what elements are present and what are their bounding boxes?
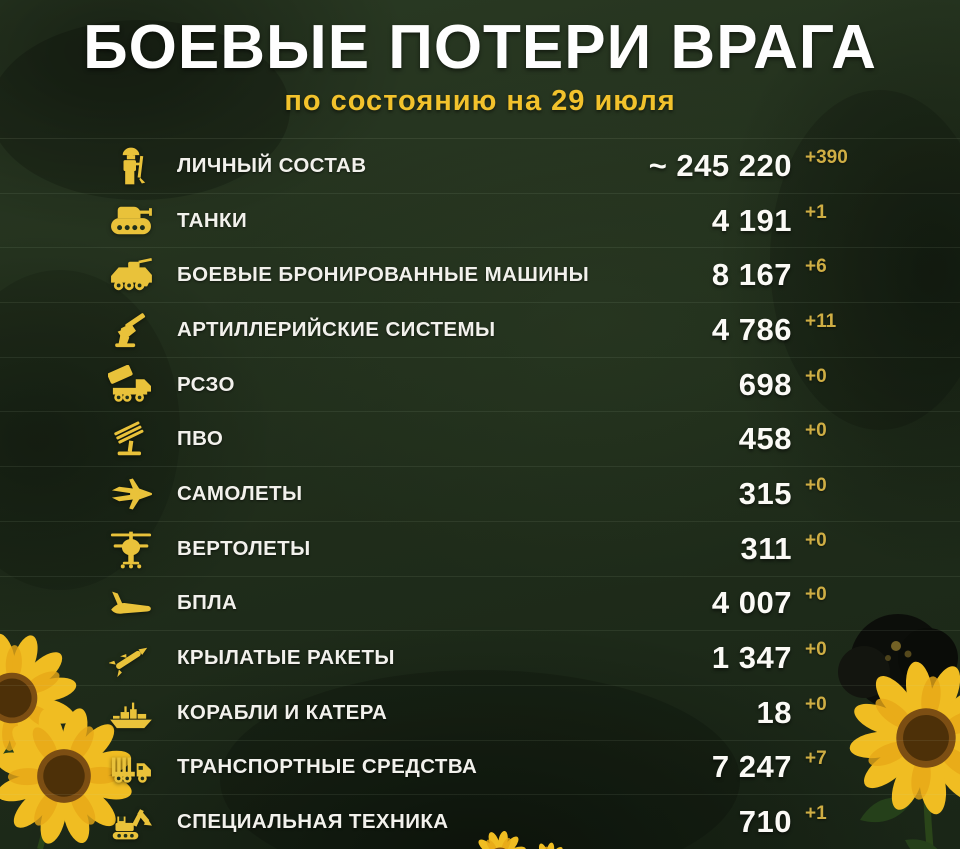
table-row: СПЕЦИАЛЬНАЯ ТЕХНИКА 710 +1 — [0, 795, 960, 849]
helicopter-icon — [106, 527, 156, 571]
loss-daily-increase: +0 — [805, 584, 827, 606]
loss-category-label: АРТИЛЛЕРИЙСКИЕ СИСТЕМЫ — [177, 317, 496, 341]
loss-daily-increase: +1 — [805, 803, 827, 825]
excavator-icon — [106, 800, 156, 844]
loss-category-label: ПВО — [177, 427, 224, 451]
loss-category-label: СПЕЦИАЛЬНАЯ ТЕХНИКА — [177, 810, 449, 834]
loss-total-value: 315 — [738, 475, 792, 511]
table-row: ТАНКИ 4 191 +1 — [0, 194, 960, 249]
table-row: ЛИЧНЫЙ СОСТАВ ~ 245 220 +390 — [0, 139, 960, 194]
loss-daily-increase: +0 — [805, 693, 827, 715]
table-row: ПВО 458 +0 — [0, 412, 960, 468]
header: БОЕВЫЕ ПОТЕРИ ВРАГА по состоянию на 29 и… — [0, 0, 960, 118]
artillery-icon — [106, 308, 156, 352]
loss-daily-increase: +6 — [805, 256, 827, 278]
loss-total-value: 698 — [738, 366, 792, 402]
loss-daily-increase: +0 — [805, 529, 827, 551]
jet-icon — [106, 472, 156, 516]
loss-daily-increase: +0 — [805, 365, 827, 387]
loss-category-label: ТАНКИ — [177, 208, 248, 232]
table-row: КОРАБЛИ И КАТЕРА 18 +0 — [0, 686, 960, 741]
loss-total-value: 7 247 — [711, 749, 792, 785]
loss-total-value: 4 191 — [711, 202, 792, 238]
loss-category-label: КРЫЛАТЫЕ РАКЕТЫ — [177, 646, 395, 670]
loss-daily-increase: +11 — [805, 310, 837, 332]
loss-total-value: 8 167 — [711, 257, 792, 293]
soldier-icon — [106, 144, 156, 188]
apc-icon — [106, 253, 156, 297]
loss-total-value: 4 007 — [711, 585, 792, 621]
loss-category-label: БОЕВЫЕ БРОНИРОВАННЫЕ МАШИНЫ — [177, 263, 590, 287]
loss-daily-increase: +390 — [805, 146, 848, 168]
loss-total-value: 18 — [756, 694, 792, 730]
tank-icon — [106, 199, 156, 243]
loss-total-value: 1 347 — [711, 640, 792, 676]
loss-daily-increase: +0 — [805, 474, 827, 496]
table-row: РСЗО 698 +0 — [0, 358, 960, 413]
truck-icon — [106, 745, 156, 789]
page-title: БОЕВЫЕ ПОТЕРИ ВРАГА — [83, 13, 877, 82]
loss-category-label: САМОЛЕТЫ — [177, 481, 303, 505]
air-defense-icon — [106, 417, 156, 461]
drone-icon — [106, 581, 156, 625]
cruise-missile-icon — [106, 636, 156, 680]
loss-daily-increase: +0 — [805, 639, 827, 661]
loss-daily-increase: +7 — [805, 748, 827, 770]
loss-category-label: РСЗО — [177, 372, 235, 396]
table-row: БПЛА 4 007 +0 — [0, 577, 960, 632]
loss-category-label: ТРАНСПОРТНЫЕ СРЕДСТВА — [177, 755, 478, 779]
loss-total-value: ~ 245 220 — [648, 147, 792, 183]
losses-list: ЛИЧНЫЙ СОСТАВ ~ 245 220 +390 ТАНКИ 4 191… — [0, 138, 960, 849]
loss-daily-increase: +0 — [805, 420, 827, 442]
loss-category-label: КОРАБЛИ И КАТЕРА — [177, 700, 388, 724]
loss-total-value: 4 786 — [711, 311, 792, 347]
table-row: ВЕРТОЛЕТЫ 311 +0 — [0, 522, 960, 577]
loss-total-value: 458 — [738, 421, 792, 457]
loss-total-value: 311 — [740, 530, 792, 566]
mlrs-icon — [106, 363, 156, 407]
loss-category-label: ВЕРТОЛЕТЫ — [177, 536, 311, 560]
table-row: САМОЛЕТЫ 315 +0 — [0, 467, 960, 522]
table-row: БОЕВЫЕ БРОНИРОВАННЫЕ МАШИНЫ 8 167 +6 — [0, 248, 960, 304]
table-row: АРТИЛЛЕРИЙСКИЕ СИСТЕМЫ 4 786 +11 — [0, 303, 960, 358]
loss-category-label: БПЛА — [177, 591, 238, 615]
table-row: ТРАНСПОРТНЫЕ СРЕДСТВА 7 247 +7 — [0, 741, 960, 796]
loss-total-value: 710 — [738, 804, 792, 840]
loss-category-label: ЛИЧНЫЙ СОСТАВ — [177, 153, 367, 177]
table-row: КРЫЛАТЫЕ РАКЕТЫ 1 347 +0 — [0, 631, 960, 686]
page-subtitle: по состоянию на 29 июля — [284, 85, 676, 118]
ship-icon — [106, 691, 156, 735]
loss-daily-increase: +1 — [805, 201, 827, 223]
